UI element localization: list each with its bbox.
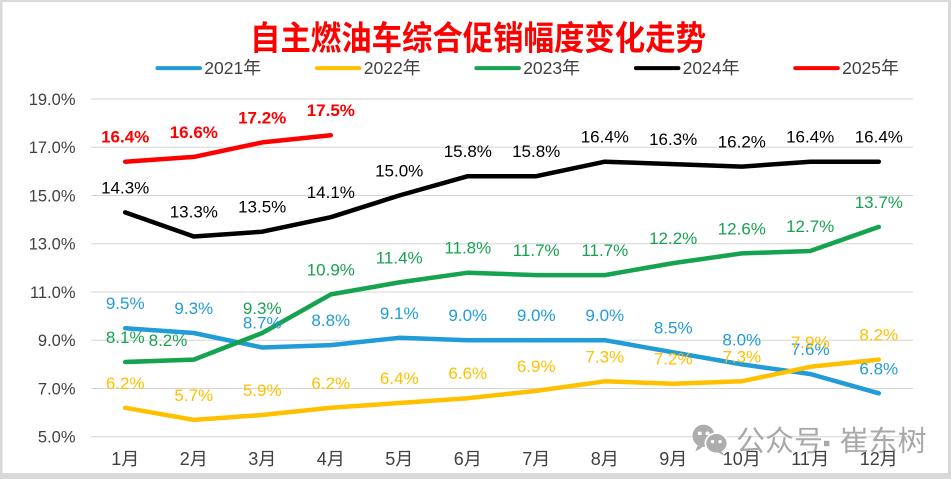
svg-text:2022: 2022	[364, 58, 403, 78]
svg-text:19.0%: 19.0%	[29, 91, 76, 109]
svg-text:5: 5	[385, 449, 395, 469]
svg-text:14.3%: 14.3%	[101, 178, 149, 197]
svg-text:13.7%: 13.7%	[855, 193, 903, 212]
svg-text:2023: 2023	[523, 58, 562, 78]
svg-text:6: 6	[454, 449, 464, 469]
svg-text:16.4%: 16.4%	[855, 128, 903, 147]
svg-text:9.0%: 9.0%	[517, 306, 556, 325]
svg-text:9: 9	[659, 449, 669, 469]
svg-text:1: 1	[111, 449, 121, 469]
svg-text:14.1%: 14.1%	[307, 183, 355, 202]
svg-text:8: 8	[591, 449, 601, 469]
svg-text:13.5%: 13.5%	[238, 198, 286, 217]
svg-text:11.4%: 11.4%	[376, 248, 423, 267]
svg-text:3: 3	[248, 449, 258, 469]
svg-text:11: 11	[791, 449, 810, 469]
svg-text:5.7%: 5.7%	[174, 386, 213, 405]
svg-text:10: 10	[723, 449, 743, 469]
svg-text:6.2%: 6.2%	[311, 374, 350, 393]
svg-text:15.8%: 15.8%	[512, 142, 560, 161]
svg-text:2025: 2025	[842, 58, 881, 78]
svg-text:17.0%: 17.0%	[29, 139, 76, 157]
svg-text:5.9%: 5.9%	[243, 381, 282, 400]
svg-text:6.8%: 6.8%	[859, 359, 898, 378]
svg-text:16.2%: 16.2%	[718, 133, 766, 152]
svg-text:7.3%: 7.3%	[585, 347, 624, 366]
svg-text:9.0%: 9.0%	[448, 306, 487, 325]
svg-text:5.0%: 5.0%	[38, 429, 76, 447]
svg-text:9.0%: 9.0%	[38, 332, 76, 350]
svg-text:7.3%: 7.3%	[722, 347, 761, 366]
svg-text:2: 2	[180, 449, 190, 469]
svg-text:15.8%: 15.8%	[444, 142, 492, 161]
svg-text:7.0%: 7.0%	[38, 380, 76, 398]
svg-text:16.4%: 16.4%	[581, 128, 629, 147]
svg-text:6.9%: 6.9%	[517, 357, 556, 376]
svg-text:9.3%: 9.3%	[243, 299, 282, 318]
svg-text:7.9%: 7.9%	[791, 333, 830, 352]
svg-text:8.0%: 8.0%	[722, 330, 761, 349]
svg-text:2024: 2024	[683, 58, 722, 78]
svg-text:15.0%: 15.0%	[29, 187, 76, 205]
svg-text:8.2%: 8.2%	[149, 331, 188, 350]
svg-text:6.4%: 6.4%	[380, 369, 419, 388]
svg-text:9.5%: 9.5%	[106, 294, 145, 313]
svg-text:11.8%: 11.8%	[444, 239, 491, 258]
svg-text:15.0%: 15.0%	[375, 162, 423, 181]
svg-text:16.4%: 16.4%	[101, 128, 149, 147]
svg-text:12: 12	[860, 449, 880, 469]
svg-text:8.1%: 8.1%	[106, 328, 145, 347]
svg-text:9.3%: 9.3%	[174, 299, 213, 318]
svg-text:16.4%: 16.4%	[786, 128, 834, 147]
svg-text:11.7%: 11.7%	[513, 241, 560, 260]
svg-text:8.2%: 8.2%	[859, 326, 898, 345]
svg-text:7: 7	[522, 449, 532, 469]
svg-text:10.9%: 10.9%	[307, 260, 355, 279]
svg-text:11.7%: 11.7%	[581, 241, 628, 260]
svg-text:17.5%: 17.5%	[307, 101, 355, 120]
svg-text:8.5%: 8.5%	[654, 318, 693, 337]
svg-text:8.7%: 8.7%	[243, 314, 282, 333]
svg-text:6.6%: 6.6%	[448, 364, 487, 383]
svg-text:17.2%: 17.2%	[238, 108, 286, 127]
svg-text:16.6%: 16.6%	[170, 123, 218, 142]
svg-text:16.3%: 16.3%	[649, 130, 697, 149]
svg-text:12.7%: 12.7%	[786, 217, 834, 236]
svg-text:12.2%: 12.2%	[649, 229, 697, 248]
svg-text:13.3%: 13.3%	[170, 203, 218, 222]
svg-text:7.6%: 7.6%	[791, 340, 830, 359]
svg-text:9.0%: 9.0%	[585, 306, 624, 325]
svg-text:2021: 2021	[204, 58, 243, 78]
svg-text:9.1%: 9.1%	[380, 304, 419, 323]
svg-text:4: 4	[317, 449, 327, 469]
svg-text:11.0%: 11.0%	[30, 284, 76, 302]
svg-text:12.6%: 12.6%	[718, 219, 766, 238]
svg-text:8.8%: 8.8%	[311, 311, 350, 330]
svg-text:6.2%: 6.2%	[106, 374, 145, 393]
svg-text:7.2%: 7.2%	[654, 350, 693, 369]
svg-text:13.0%: 13.0%	[29, 236, 76, 254]
